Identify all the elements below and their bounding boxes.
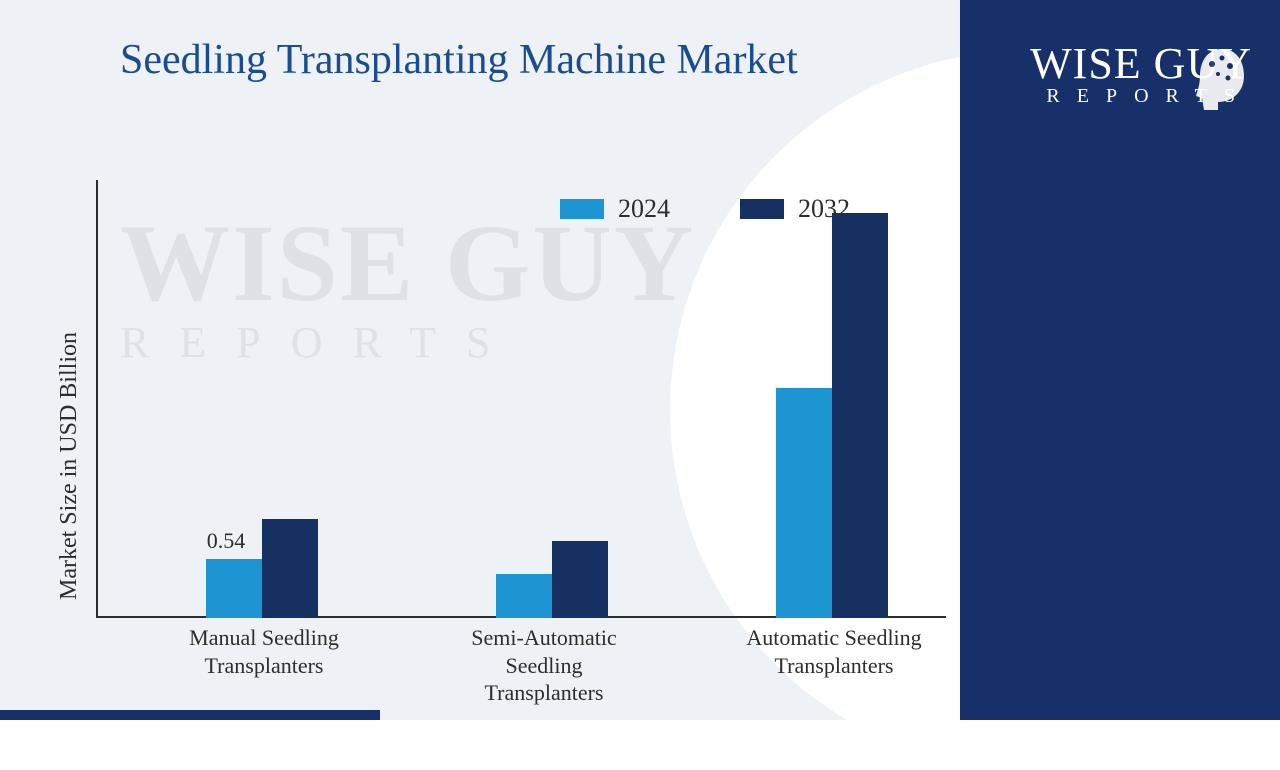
chart-plot-area: 0.54 [96, 180, 946, 618]
y-axis-label: Market Size in USD Billion [56, 332, 83, 600]
bar [832, 213, 888, 618]
bar-group [776, 213, 888, 618]
bar [496, 574, 552, 618]
x-label-2: Automatic Seedling Transplanters [734, 624, 934, 679]
footer-stripe [0, 710, 380, 720]
x-label-0: Manual Seedling Transplanters [164, 624, 364, 679]
bar [776, 388, 832, 618]
bar [262, 519, 318, 618]
chart-title: Seedling Transplanting Machine Market [120, 36, 840, 84]
bar [206, 559, 262, 618]
head-icon [1192, 44, 1252, 114]
x-label-1: Semi-Automatic Seedling Transplanters [444, 624, 644, 707]
bar-group [206, 519, 318, 618]
bar [552, 541, 608, 618]
bar-group [496, 541, 608, 618]
